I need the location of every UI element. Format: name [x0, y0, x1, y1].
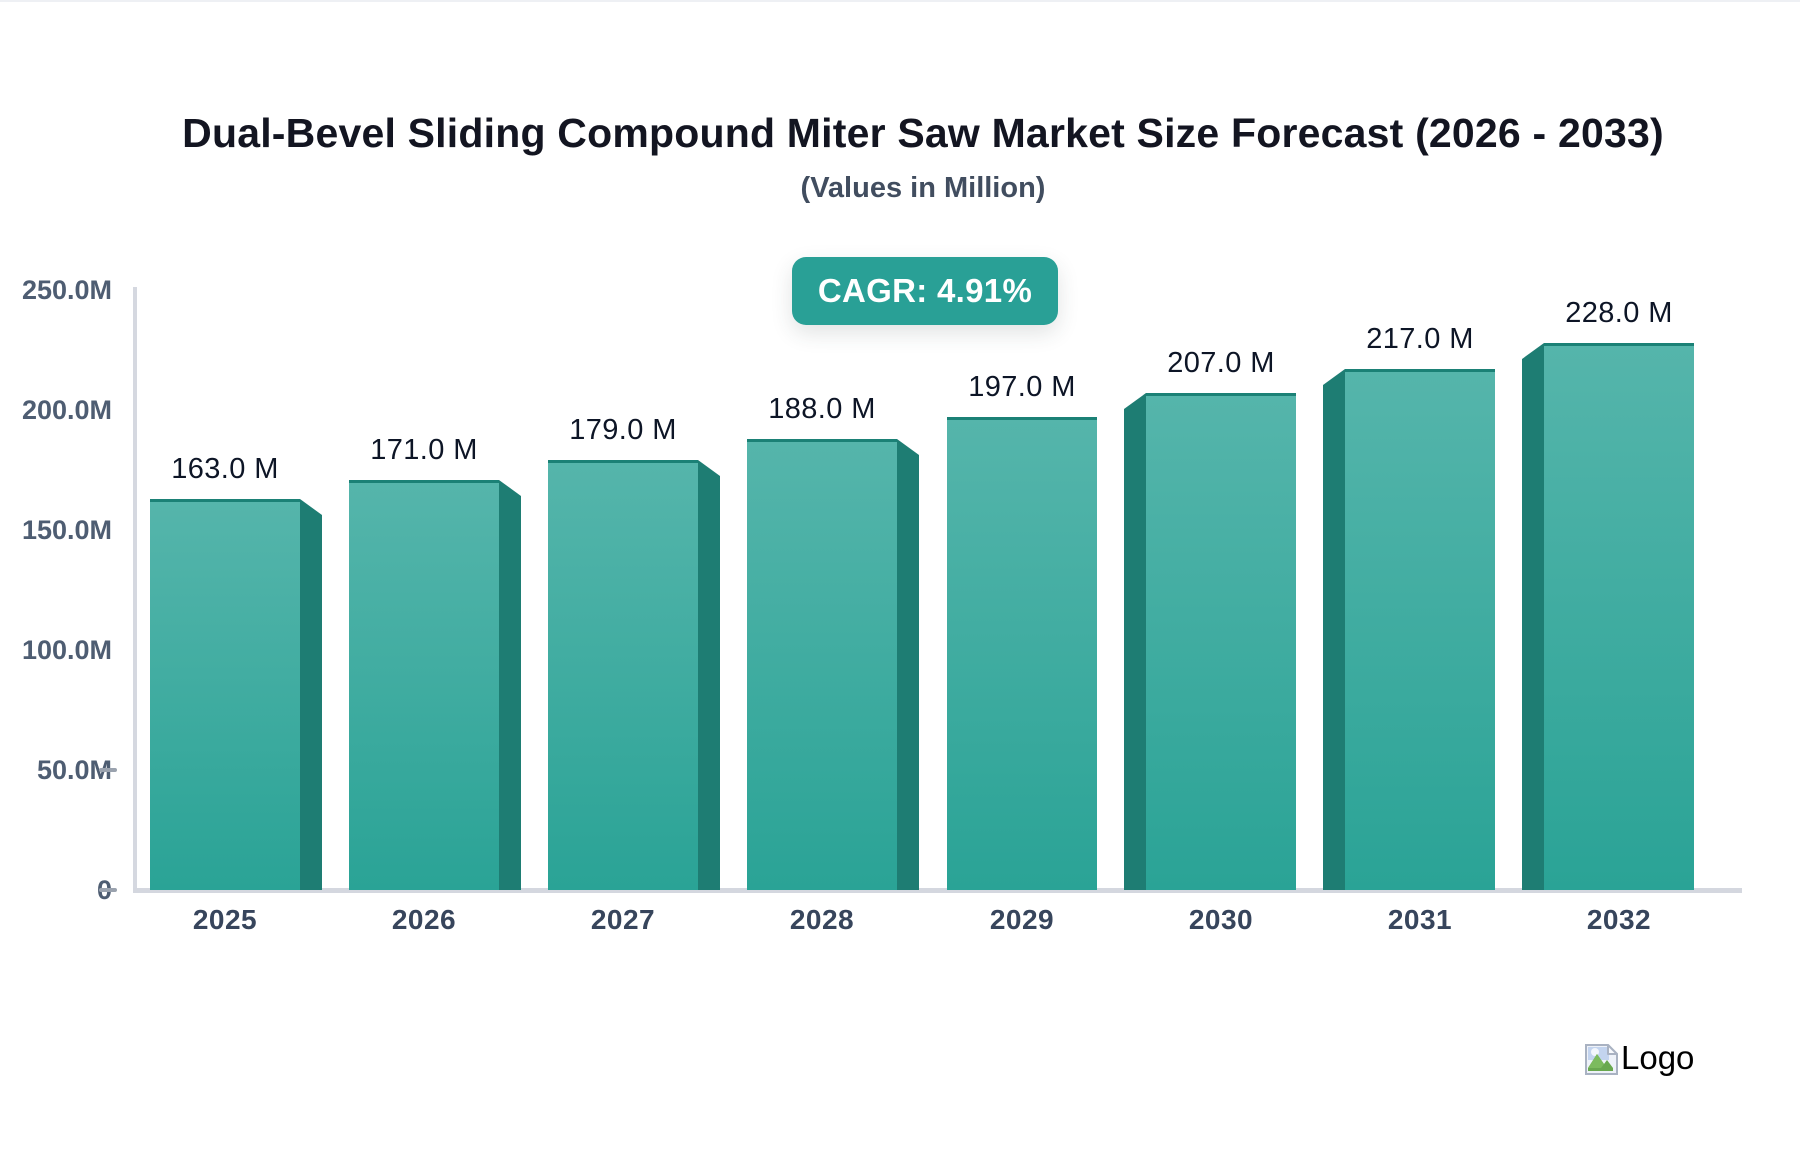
x-axis-label-2026: 2026 — [391, 904, 457, 935]
bar-value-label-2025: 163.0 M — [171, 453, 279, 485]
bar-value-label-2026: 171.0 M — [370, 434, 478, 466]
y-axis-tick-mark — [99, 768, 117, 772]
bar-2026[interactable] — [349, 480, 499, 890]
cagr-badge-label: CAGR: 4.91% — [817, 272, 1033, 309]
chart-subtitle: (Values in Million) — [800, 172, 1046, 204]
logo-alt-text: Logo — [1621, 1039, 1695, 1076]
bar-2025-side-face — [300, 499, 322, 890]
bar-2030-side-face — [1124, 393, 1146, 890]
y-axis-tick-label: 50.0M — [36, 755, 112, 785]
logo: Logo — [1584, 1040, 1694, 1076]
chart-title: Dual-Bevel Sliding Compound Miter Saw Ma… — [182, 110, 1664, 156]
bar-value-label-2030: 207.0 M — [1167, 347, 1275, 379]
bar-2032[interactable] — [1544, 343, 1694, 890]
x-axis-label-2032: 2032 — [1586, 904, 1652, 935]
x-axis-label-2030: 2030 — [1188, 904, 1254, 935]
y-axis-tick-label: 250.0M — [21, 275, 112, 305]
y-axis-line — [133, 287, 137, 890]
x-axis-label-2025: 2025 — [192, 904, 258, 935]
bar-2028-side-face — [897, 439, 919, 890]
bar-2028[interactable] — [747, 439, 897, 890]
cagr-badge: CAGR: 4.91% — [792, 257, 1058, 325]
bar-value-label-2027: 179.0 M — [569, 414, 677, 446]
x-axis-line — [133, 888, 1742, 893]
y-axis-tick-label: 100.0M — [21, 635, 112, 665]
bar-2030[interactable] — [1146, 393, 1296, 890]
broken-image-icon — [1585, 1044, 1618, 1075]
bar-2031-side-face — [1323, 369, 1345, 890]
x-axis-label-2028: 2028 — [789, 904, 855, 935]
bar-2025[interactable] — [150, 499, 300, 890]
x-axis-label-2029: 2029 — [989, 904, 1055, 935]
bar-2027[interactable] — [548, 460, 698, 890]
y-axis-tick-label: 200.0M — [21, 395, 112, 425]
bar-value-label-2028: 188.0 M — [768, 393, 876, 425]
bar-2027-side-face — [698, 460, 720, 890]
y-axis-tick-label: 0 — [0, 874, 112, 906]
bar-2032-side-face — [1522, 343, 1544, 890]
y-axis-tick-mark — [99, 888, 117, 892]
x-axis-label-2031: 2031 — [1387, 904, 1453, 935]
bar-value-label-2029: 197.0 M — [968, 371, 1076, 403]
y-axis-tick-label: 150.0M — [21, 515, 112, 545]
bar-2029[interactable] — [947, 417, 1097, 890]
bar-2026-side-face — [499, 480, 521, 890]
x-axis-label-2027: 2027 — [590, 904, 656, 935]
bar-value-label-2031: 217.0 M — [1366, 323, 1474, 355]
bar-value-label-2032: 228.0 M — [1565, 297, 1673, 329]
bar-2031[interactable] — [1345, 369, 1495, 890]
